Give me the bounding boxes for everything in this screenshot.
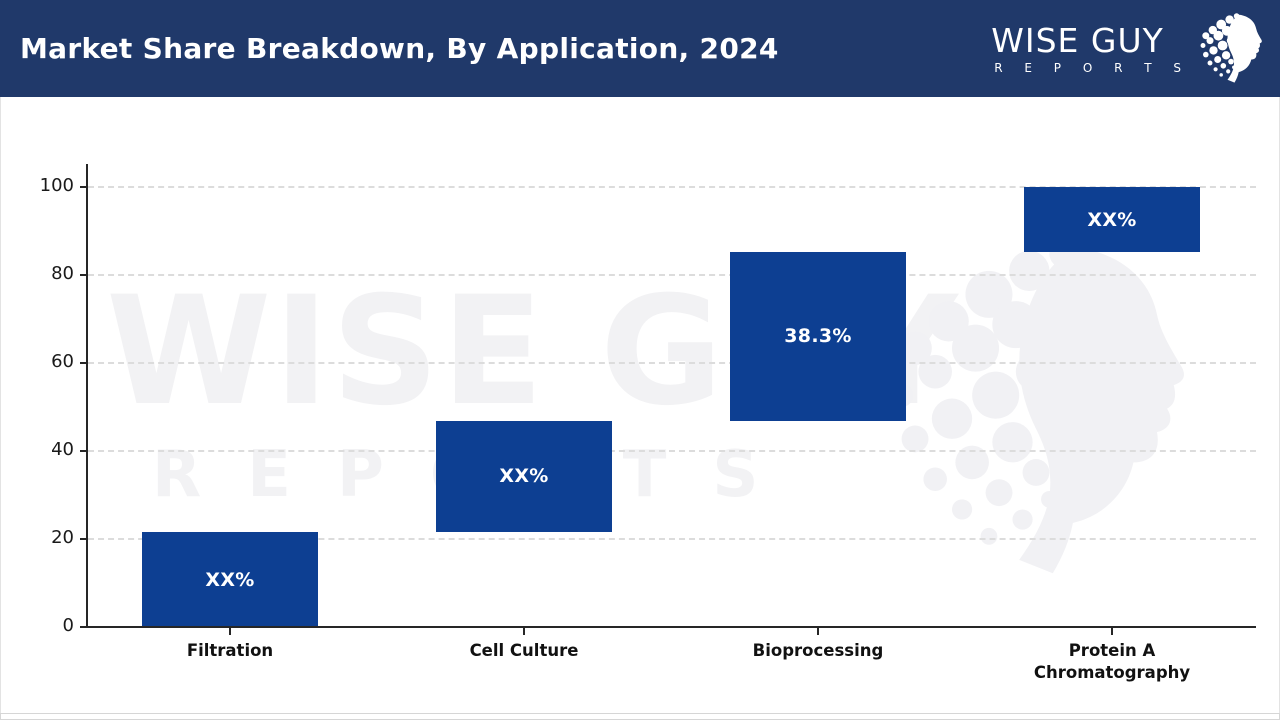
page-title: Market Share Breakdown, By Application, … [20,32,779,65]
x-category-label-line: Protein A [1068,641,1156,660]
y-tick-label: 20 [51,527,74,548]
bar: XX% [436,420,612,532]
x-category-label: Bioprocessing [678,640,958,662]
x-category-label: Filtration [90,640,370,662]
x-tick [1111,628,1113,635]
y-tick [80,626,87,628]
brand-name-line1: WISE GUY [991,20,1164,60]
y-tick-label: 0 [62,615,74,636]
footer-strip [0,713,1280,720]
grid-line [88,450,1256,452]
grid-line [88,538,1256,540]
y-tick-label: 60 [51,351,74,372]
brand-name: WISE GUY R E P O R T S [991,20,1190,75]
x-category-label-line: Filtration [186,641,274,660]
chart-plot-area: 0 20 40 60 80 100 XX% XX% 38.3% XX% Filtration Cell… [0,97,1280,712]
x-category-label: Cell Culture [384,640,664,662]
brand-logo: WISE GUY R E P O R T S [991,6,1266,92]
y-tick [80,274,87,276]
x-tick [229,628,231,635]
y-tick-label: 80 [51,263,74,284]
bar-value-label: 38.3% [784,325,852,348]
y-axis-line [86,164,88,627]
y-tick [80,362,87,364]
bar: XX% [142,532,318,627]
grid-line [88,274,1256,276]
grid-line [88,186,1256,188]
dotted-head-icon [1200,13,1262,83]
x-tick [817,628,819,635]
header-bar: Market Share Breakdown, By Application, … [0,0,1280,97]
bar-value-label: XX% [1087,208,1137,231]
x-category-label-line: Chromatography [1033,663,1191,682]
x-category-label-line: Cell Culture [469,641,579,660]
bar: XX% [1024,187,1200,253]
x-tick [523,628,525,635]
bar-value-label: XX% [499,465,549,488]
y-tick [80,538,87,540]
x-category-label: Protein A Chromatography [972,640,1252,684]
y-tick-label: 40 [51,439,74,460]
brand-name-line2: R E P O R T S [994,60,1190,75]
y-tick [80,450,87,452]
bar-value-label: XX% [205,568,255,591]
watermark-dotted-head-icon [889,240,1184,574]
y-tick-label: 100 [39,175,74,196]
x-category-label-line: Bioprocessing [752,641,884,660]
x-axis-line [86,626,1256,628]
grid-line [88,362,1256,364]
y-tick [80,186,87,188]
bar: 38.3% [730,252,906,421]
